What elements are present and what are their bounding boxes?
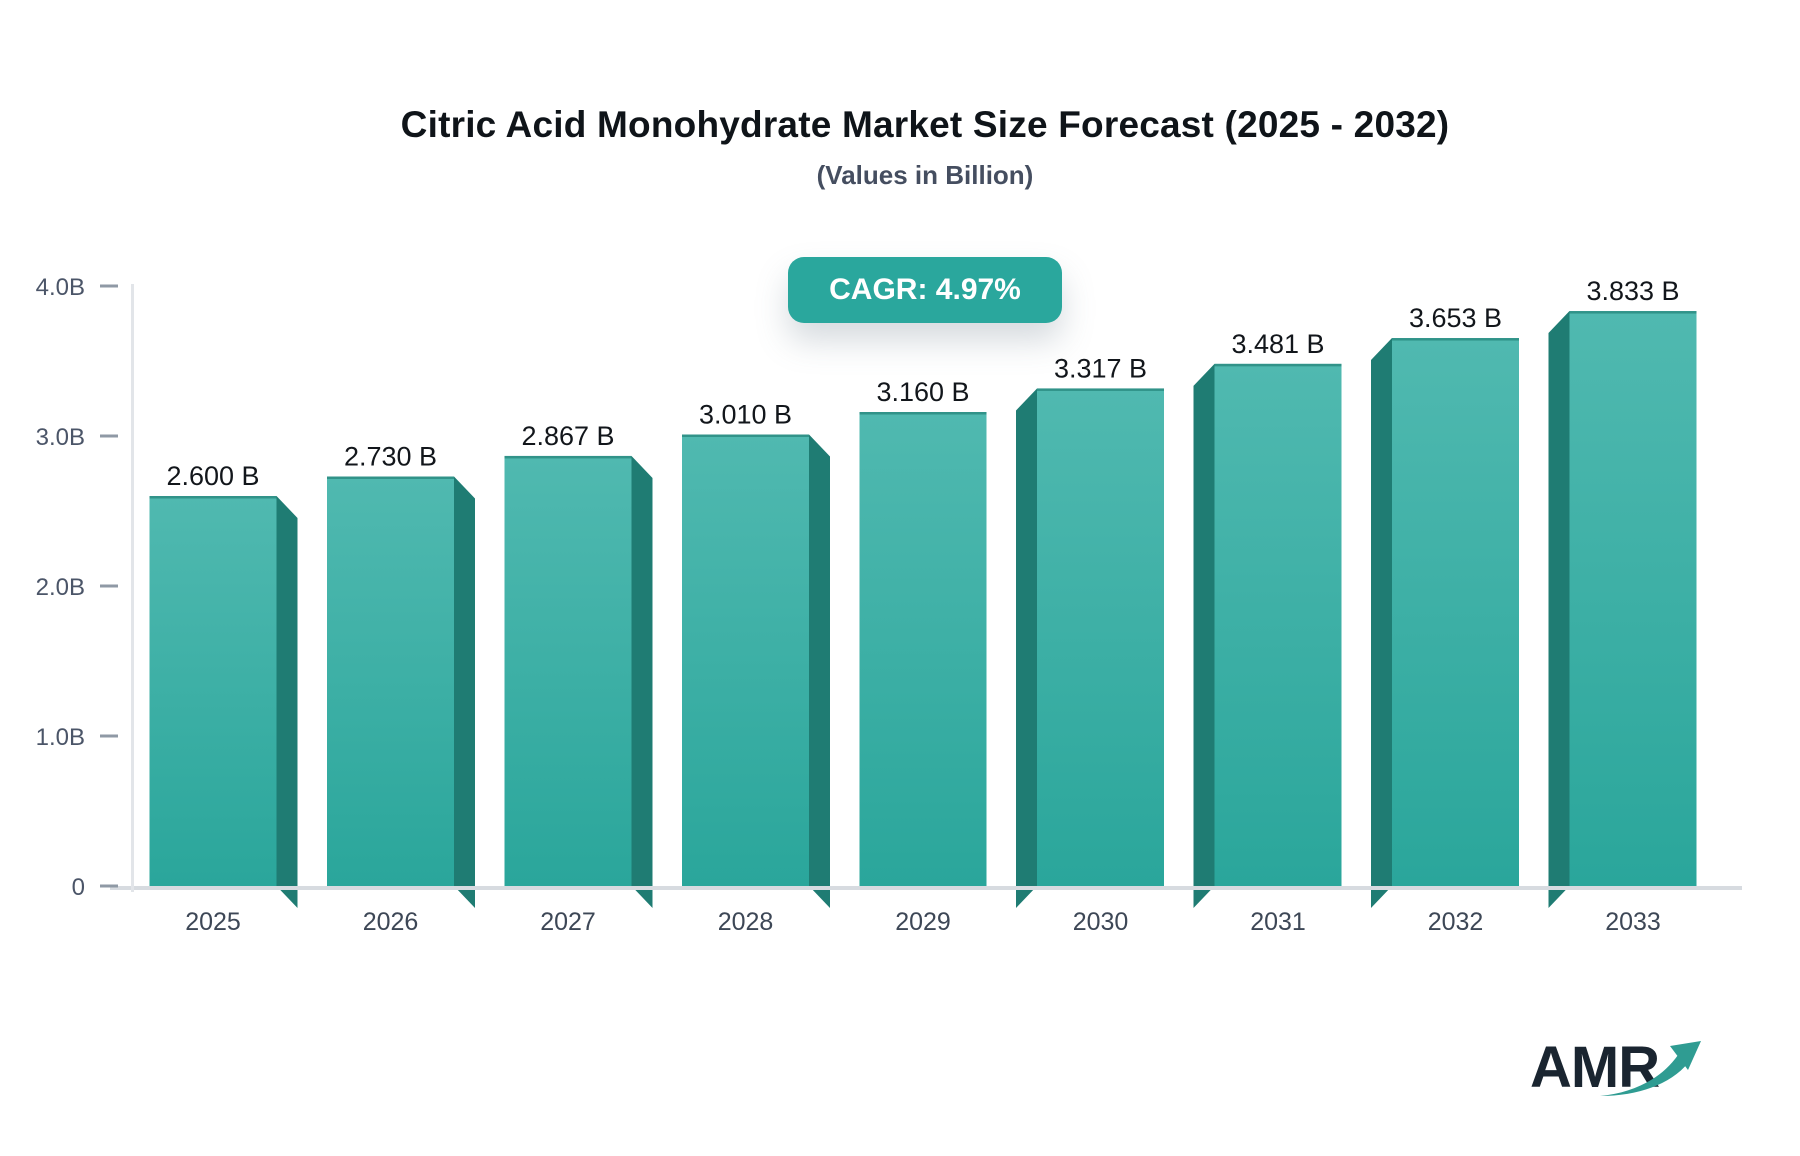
x-category-label: 2031 <box>1250 908 1306 936</box>
bar-value-label: 3.160 B <box>876 377 969 407</box>
chart-title: Citric Acid Monohydrate Market Size Fore… <box>400 104 1450 145</box>
bar-top-edge <box>504 455 632 459</box>
bar-value-label: 3.833 B <box>1586 276 1679 306</box>
bar-face <box>327 476 454 886</box>
bar-top-edge <box>859 412 987 415</box>
y-tick-label: 4.0B <box>36 274 85 301</box>
bar-2030: 3.317 B <box>1016 353 1164 908</box>
bar-side-face <box>276 496 298 908</box>
bar-top-edge <box>1214 363 1342 367</box>
bar-value-label: 2.867 B <box>521 421 614 451</box>
cagr-badge: CAGR: 4.97% <box>788 257 1062 323</box>
bar-top-edge <box>682 434 809 437</box>
bar-2025: 2.600 B <box>149 461 298 908</box>
chart-header: Citric Acid Monohydrate Market Size Fore… <box>50 0 1800 191</box>
amr-logo: AMR <box>1530 1022 1750 1132</box>
bar-side-face <box>454 476 475 908</box>
y-axis-line <box>131 284 134 892</box>
bar-2028: 3.010 B <box>682 400 830 908</box>
bar-face <box>1569 311 1697 886</box>
bar-face <box>1037 388 1164 886</box>
x-category-label: 2028 <box>718 908 774 936</box>
bar-2031: 3.481 B <box>1193 329 1342 909</box>
bar-2029: 3.160 B <box>859 377 987 886</box>
y-tick-mark <box>100 884 118 888</box>
bar-top-edge <box>1392 338 1519 341</box>
chart-subtitle: (Values in Billion) <box>816 160 1034 190</box>
bar-face <box>1392 338 1519 886</box>
x-category-label: 2030 <box>1073 908 1129 936</box>
x-category-label: 2026 <box>363 908 419 936</box>
bar-side-face <box>1371 338 1392 908</box>
bar-side-face <box>631 455 653 908</box>
bar-2032: 3.653 B <box>1371 303 1519 908</box>
y-tick-mark <box>100 584 118 588</box>
bar-value-label: 3.653 B <box>1409 303 1502 333</box>
bar-top-edge <box>1037 388 1164 391</box>
bar-2033: 3.833 B <box>1548 276 1697 908</box>
x-category-label: 2025 <box>185 908 241 936</box>
bar-value-label: 2.730 B <box>344 442 437 472</box>
bar-value-label: 2.600 B <box>166 461 259 491</box>
bar-face <box>682 434 809 886</box>
y-tick-label: 3.0B <box>36 424 85 451</box>
bar-2026: 2.730 B <box>327 442 475 908</box>
bar-side-face <box>1193 363 1215 909</box>
bar-2027: 2.867 B <box>504 421 653 908</box>
y-tick-label: 0 <box>72 874 85 901</box>
x-category-label: 2033 <box>1605 908 1661 936</box>
y-tick-label: 1.0B <box>36 724 85 751</box>
y-tick-label: 2.0B <box>36 574 85 601</box>
bar-side-face <box>809 434 830 908</box>
bar-top-edge <box>149 496 277 499</box>
bar-face <box>149 496 277 886</box>
bar-top-edge <box>1569 311 1697 314</box>
bar-face <box>1214 363 1342 887</box>
bar-top-edge <box>327 476 454 479</box>
bar-value-label: 3.481 B <box>1231 329 1324 359</box>
bar-value-label: 3.010 B <box>699 400 792 430</box>
x-axis-baseline <box>110 886 1742 890</box>
bar-side-face <box>1016 388 1037 908</box>
bar-value-label: 3.317 B <box>1054 353 1147 383</box>
x-category-label: 2029 <box>895 908 951 936</box>
bar-face <box>859 412 987 886</box>
y-tick-mark <box>100 734 118 738</box>
y-tick-mark <box>100 284 118 288</box>
x-category-label: 2032 <box>1428 908 1484 936</box>
x-category-label: 2027 <box>540 908 596 936</box>
growth-arrow-icon <box>1600 1041 1701 1096</box>
bar-face <box>504 455 632 886</box>
y-tick-mark <box>100 434 118 438</box>
bar-side-face <box>1548 311 1570 908</box>
